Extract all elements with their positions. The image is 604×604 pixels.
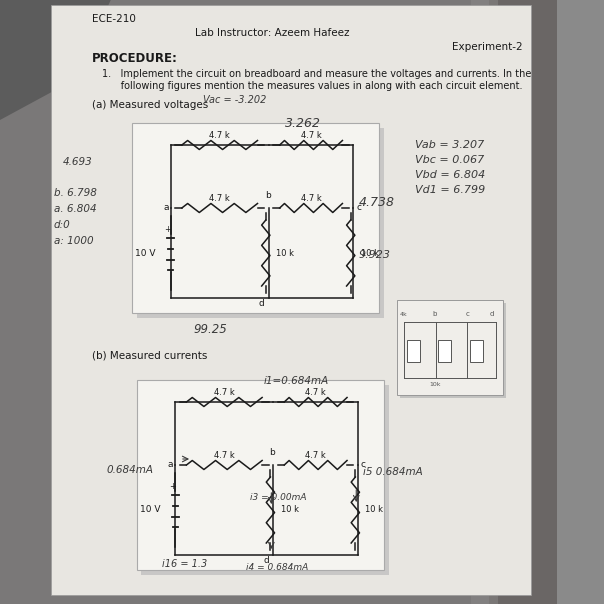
FancyBboxPatch shape (137, 128, 384, 318)
Text: 4.7 k: 4.7 k (214, 388, 235, 397)
Text: d:0: d:0 (54, 220, 70, 230)
Text: i4 = 0.684mA: i4 = 0.684mA (245, 563, 308, 572)
Text: 10 k: 10 k (361, 248, 379, 257)
FancyBboxPatch shape (132, 123, 379, 313)
Text: following figures mention the measures values in along with each circuit element: following figures mention the measures v… (101, 81, 522, 91)
Text: a: a (163, 203, 169, 212)
Text: 10 k: 10 k (365, 506, 384, 515)
Text: 4.7 k: 4.7 k (301, 194, 321, 203)
FancyBboxPatch shape (137, 380, 384, 570)
FancyBboxPatch shape (51, 5, 531, 595)
Text: 4.7 k: 4.7 k (305, 451, 326, 460)
Text: Vbd = 6.804: Vbd = 6.804 (416, 170, 486, 180)
Text: i16 = 1.3: i16 = 1.3 (161, 559, 207, 569)
Text: Vbc = 0.067: Vbc = 0.067 (416, 155, 484, 165)
Bar (471, 0, 498, 604)
Text: Vac = -3.202: Vac = -3.202 (203, 95, 266, 105)
Text: i3 = 0.00mA: i3 = 0.00mA (250, 493, 307, 502)
Text: c: c (356, 203, 361, 212)
Bar (489, 0, 557, 604)
Text: 1.   Implement the circuit on breadboard and measure the voltages and currents. : 1. Implement the circuit on breadboard a… (101, 69, 531, 79)
Text: 10 V: 10 V (135, 248, 156, 257)
Text: Vd1 = 6.799: Vd1 = 6.799 (416, 185, 486, 195)
Bar (470, 340, 483, 362)
Text: a. 6.804: a. 6.804 (54, 204, 96, 214)
Text: i1=0.684mA: i1=0.684mA (264, 376, 329, 386)
Text: +: + (169, 482, 176, 491)
Text: ECE-210: ECE-210 (92, 14, 136, 24)
Text: 10 k: 10 k (276, 248, 294, 257)
Text: c: c (361, 460, 366, 469)
Text: 4.7 k: 4.7 k (210, 131, 230, 140)
Text: 9.923: 9.923 (358, 250, 390, 260)
Text: b: b (269, 448, 275, 457)
Bar (439, 340, 451, 362)
Text: 4.7 k: 4.7 k (305, 388, 326, 397)
Text: i5 0.684mA: i5 0.684mA (363, 467, 422, 477)
Text: 4k: 4k (400, 312, 407, 317)
Text: a: a (168, 460, 173, 469)
Polygon shape (0, 0, 111, 120)
Text: 4.7 k: 4.7 k (214, 451, 235, 460)
Text: 4.7 k: 4.7 k (301, 131, 321, 140)
Text: 99.25: 99.25 (194, 323, 228, 336)
Text: 4.7 k: 4.7 k (210, 194, 230, 203)
Text: +: + (164, 225, 171, 234)
Text: b: b (433, 311, 437, 317)
Text: 10k: 10k (429, 382, 441, 387)
Text: 3.262: 3.262 (285, 117, 321, 130)
Text: a: 1000: a: 1000 (54, 236, 93, 246)
Text: d: d (263, 556, 269, 565)
Text: (b) Measured currents: (b) Measured currents (92, 350, 208, 360)
Text: 10 V: 10 V (140, 506, 161, 515)
Text: (a) Measured voltages: (a) Measured voltages (92, 100, 208, 110)
FancyBboxPatch shape (397, 300, 503, 395)
Text: d: d (490, 311, 495, 317)
Text: 10 k: 10 k (281, 506, 298, 515)
Text: 4.693: 4.693 (63, 157, 92, 167)
Bar (407, 340, 420, 362)
Text: d: d (259, 299, 264, 308)
Text: c: c (465, 311, 469, 317)
Text: b. 6.798: b. 6.798 (54, 188, 97, 198)
Text: PROCEDURE:: PROCEDURE: (92, 52, 178, 65)
FancyBboxPatch shape (400, 303, 506, 398)
Text: Vab = 3.207: Vab = 3.207 (416, 140, 484, 150)
Text: 0.684mA: 0.684mA (106, 465, 153, 475)
Text: Lab Instructor: Azeem Hafeez: Lab Instructor: Azeem Hafeez (195, 28, 350, 38)
Text: b: b (265, 191, 271, 200)
Text: Experiment-2: Experiment-2 (452, 42, 523, 52)
FancyBboxPatch shape (141, 385, 388, 575)
Text: 4.738: 4.738 (359, 196, 395, 209)
